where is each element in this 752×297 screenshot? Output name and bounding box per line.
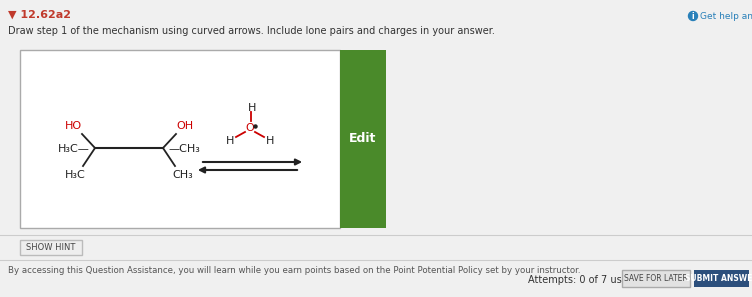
FancyBboxPatch shape [20, 240, 82, 255]
Text: Get help answering Molecular Drawing questions.: Get help answering Molecular Drawing que… [700, 12, 752, 21]
Text: OH: OH [177, 121, 193, 131]
Text: H: H [265, 136, 274, 146]
Text: H₃C: H₃C [65, 170, 86, 180]
Text: H: H [248, 103, 256, 113]
Text: HO: HO [65, 121, 81, 131]
Text: i: i [692, 12, 694, 21]
FancyBboxPatch shape [622, 270, 690, 287]
Text: Attempts: 0 of 7 used: Attempts: 0 of 7 used [528, 275, 634, 285]
Text: SUBMIT ANSWER: SUBMIT ANSWER [685, 274, 752, 283]
Text: H: H [226, 136, 234, 146]
Text: SAVE FOR LATER: SAVE FOR LATER [624, 274, 688, 283]
Text: ▼ 12.62a2: ▼ 12.62a2 [8, 10, 71, 20]
Circle shape [689, 12, 698, 20]
Text: Draw step 1 of the mechanism using curved arrows. Include lone pairs and charges: Draw step 1 of the mechanism using curve… [8, 26, 495, 36]
Text: Edit: Edit [350, 132, 377, 146]
FancyBboxPatch shape [20, 50, 340, 228]
Text: —CH₃: —CH₃ [168, 144, 200, 154]
Text: SHOW HINT: SHOW HINT [26, 243, 76, 252]
Text: O: O [246, 123, 254, 133]
Text: H₃C—: H₃C— [58, 144, 90, 154]
FancyBboxPatch shape [340, 50, 386, 228]
FancyBboxPatch shape [694, 270, 749, 287]
Text: By accessing this Question Assistance, you will learn while you earn points base: By accessing this Question Assistance, y… [8, 266, 581, 275]
Text: CH₃: CH₃ [173, 170, 193, 180]
